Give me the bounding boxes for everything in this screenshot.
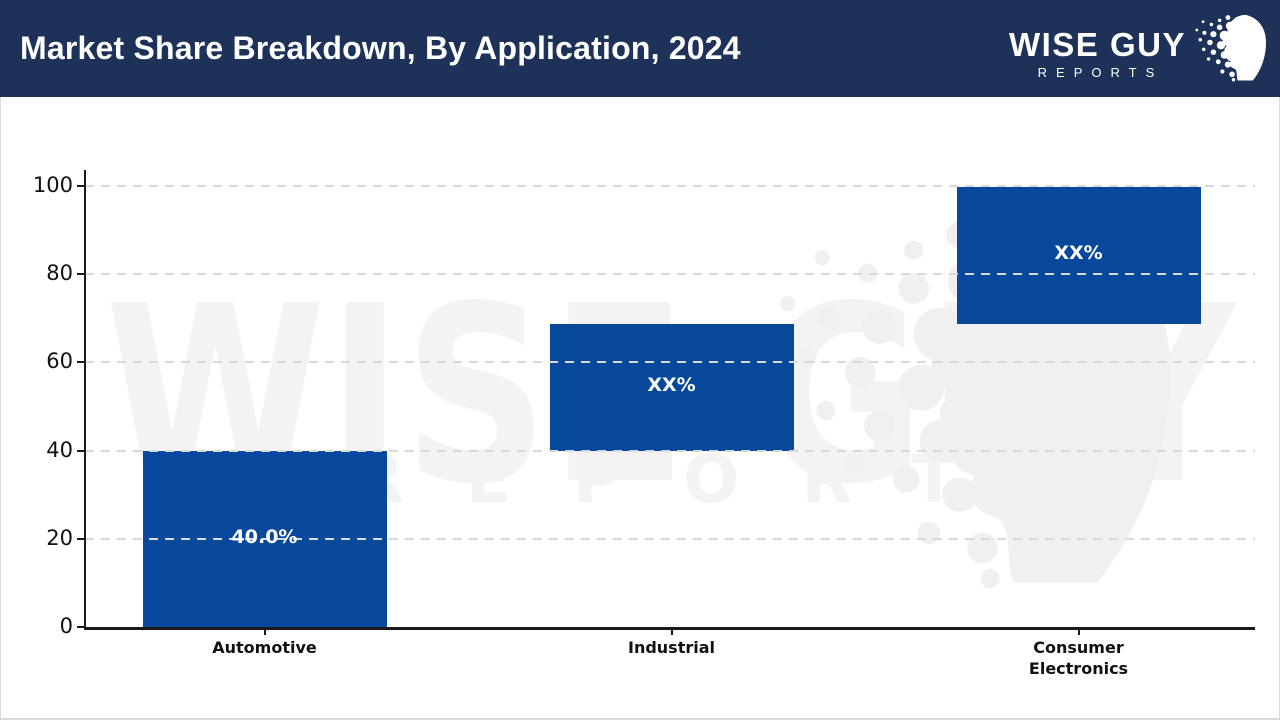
logo-wiseguy-text: WISE GUY [1008,26,1186,63]
header-bar: Market Share Breakdown, By Application, … [0,0,1280,97]
y-tick-mark [77,185,84,187]
gridline [85,537,1255,540]
gridline [85,185,1255,187]
x-axis-line [84,627,1255,630]
y-tick-label: 60 [46,349,73,374]
bar [956,186,1201,325]
x-tick-mark [263,630,266,635]
gridline [85,273,1255,276]
gridline [85,449,1255,452]
y-tick-mark [77,273,84,276]
chart-area: WISE GUY REPORTS 40.0%XX%XX%020406080100… [0,97,1280,720]
y-tick-label: 100 [32,173,73,197]
y-tick-mark [77,537,84,540]
y-tick-label: 80 [46,261,73,286]
y-tick-label: 0 [59,614,73,638]
wiseguy-face-icon [1192,6,1268,90]
bar-value-label: XX% [647,374,696,397]
bar-value-label: XX% [1054,242,1103,265]
y-axis-line [84,170,86,629]
y-tick-label: 20 [46,525,73,550]
category-label: Consumer Electronics [1028,638,1129,678]
category-label: Automotive [212,638,317,657]
wiseguy-logo: WISE GUY REPORTS [1009,6,1268,90]
y-tick-label: 40 [46,437,73,462]
y-tick-mark [77,449,84,452]
chart-title: Market Share Breakdown, By Application, … [20,30,741,66]
y-tick-mark [77,361,84,364]
gridline [85,361,1255,364]
category-label: Industrial [627,638,715,657]
bar [549,324,794,451]
bar-value-label: 40.0% [231,525,298,548]
x-tick-mark [1077,630,1080,635]
logo-reports-text: REPORTS [1037,65,1164,80]
logo-text: WISE GUY REPORTS [1009,26,1186,80]
y-tick-mark [77,626,84,628]
x-tick-mark [670,630,673,635]
